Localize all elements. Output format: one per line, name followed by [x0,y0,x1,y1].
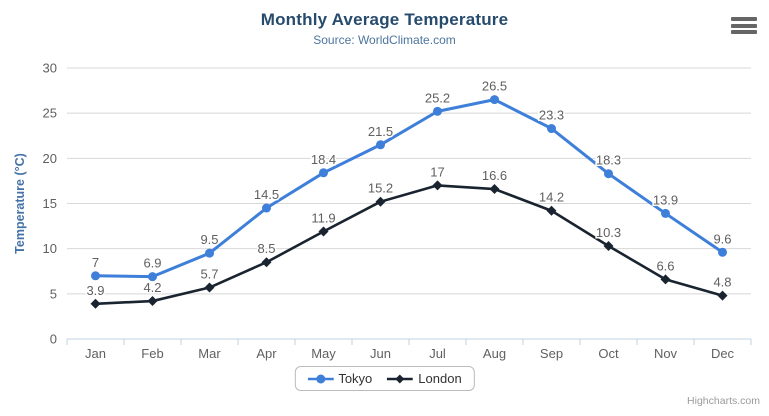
series-line-london [94,184,724,306]
y-axis-label: 30 [43,61,57,76]
point-london-jan[interactable] [90,298,101,309]
point-tokyo-nov[interactable] [661,208,670,218]
data-label-tokyo: 21.5 [368,124,393,139]
data-label-tokyo: 7 [92,255,99,270]
x-axis-label: Jul [429,346,446,361]
data-label-tokyo: 26.5 [482,79,507,94]
y-axis-label: 10 [43,241,57,256]
point-tokyo-oct[interactable] [604,169,613,179]
point-london-oct[interactable] [603,240,614,251]
series-line-tokyo [94,98,724,279]
point-tokyo-may[interactable] [319,168,328,178]
data-label-london: 17 [430,164,444,179]
chart-subtitle: Source: WorldClimate.com [313,33,456,47]
x-axis-label: May [311,346,336,361]
data-label-london: 11.9 [311,211,335,226]
legend-marker-diamond-icon [387,374,414,383]
data-label-london: 4.2 [143,280,161,295]
data-label-london: 16.6 [482,168,507,183]
data-label-london: 8.5 [257,241,275,256]
data-label-tokyo: 14.5 [254,187,279,202]
legend-symbol-london [395,374,405,383]
x-axis-label: Apr [256,346,277,361]
data-label-tokyo: 13.9 [653,192,678,207]
point-tokyo-dec[interactable] [718,247,727,257]
data-label-tokyo: 18.3 [596,153,621,168]
y-axis-title: Temperature (°C) [13,153,27,254]
hamburger-icon [731,17,757,34]
x-axis-label: Nov [654,346,678,361]
legend-item-label: London [418,371,462,386]
point-london-apr[interactable] [261,257,272,268]
data-label-tokyo: 18.4 [311,152,336,167]
credits-link[interactable]: Highcharts.com [687,395,760,407]
data-label-tokyo: 9.5 [200,232,218,247]
context-menu-button[interactable] [731,17,757,34]
point-tokyo-jan[interactable] [91,271,100,281]
point-london-jun[interactable] [375,196,386,207]
data-label-tokyo: 9.6 [713,231,731,246]
point-london-mar[interactable] [204,282,215,293]
legend-item-tokyo[interactable]: Tokyo [307,371,372,386]
y-axis-label: 25 [43,106,57,121]
y-axis-label: 15 [43,196,57,211]
x-axis-label: Aug [483,346,506,361]
x-axis-label: Mar [198,346,221,361]
point-tokyo-feb[interactable] [148,272,157,282]
point-london-aug[interactable] [489,184,500,195]
data-label-tokyo: 6.9 [143,256,161,271]
x-axis-label: Jun [370,346,391,361]
data-label-london: 10.3 [596,225,621,240]
data-label-london: 3.9 [86,283,104,298]
y-axis-label: 20 [43,151,57,166]
y-axis-label: 0 [50,332,57,347]
hamburger-bar [731,30,757,34]
legend-item-london[interactable]: London [387,371,462,386]
point-london-dec[interactable] [717,290,728,301]
point-tokyo-jul[interactable] [433,106,442,116]
point-tokyo-sep[interactable] [547,124,556,134]
legend-item-label: Tokyo [338,371,373,386]
point-tokyo-jun[interactable] [376,140,385,150]
data-label-london: 4.8 [713,275,731,290]
point-tokyo-mar[interactable] [205,248,214,258]
hamburger-bar [731,23,757,28]
point-tokyo-aug[interactable] [490,95,499,105]
hamburger-bar [731,17,757,21]
x-axis-label: Feb [141,346,163,361]
x-axis-label: Oct [598,346,619,361]
x-axis-label: Sep [540,346,563,361]
point-london-jul[interactable] [432,180,443,191]
point-london-nov[interactable] [660,274,671,285]
data-label-tokyo: 25.2 [425,90,450,105]
chart-title: Monthly Average Temperature [260,10,509,29]
y-axis-label: 5 [50,286,57,301]
x-axis-label: Jan [85,346,106,361]
point-london-sep[interactable] [546,205,557,216]
point-tokyo-apr[interactable] [262,203,271,213]
legend-marker-circle-icon [307,374,334,383]
x-axis-label: Dec [711,346,735,361]
data-label-london: 14.2 [539,190,564,205]
legend: Tokyo London [294,366,475,391]
legend-symbol-tokyo [315,374,325,383]
point-london-feb[interactable] [147,296,158,307]
data-label-tokyo: 23.3 [539,108,564,123]
point-london-may[interactable] [318,226,329,237]
data-label-london: 6.6 [656,258,674,273]
data-label-london: 15.2 [368,181,393,196]
data-label-london: 5.7 [200,267,218,282]
